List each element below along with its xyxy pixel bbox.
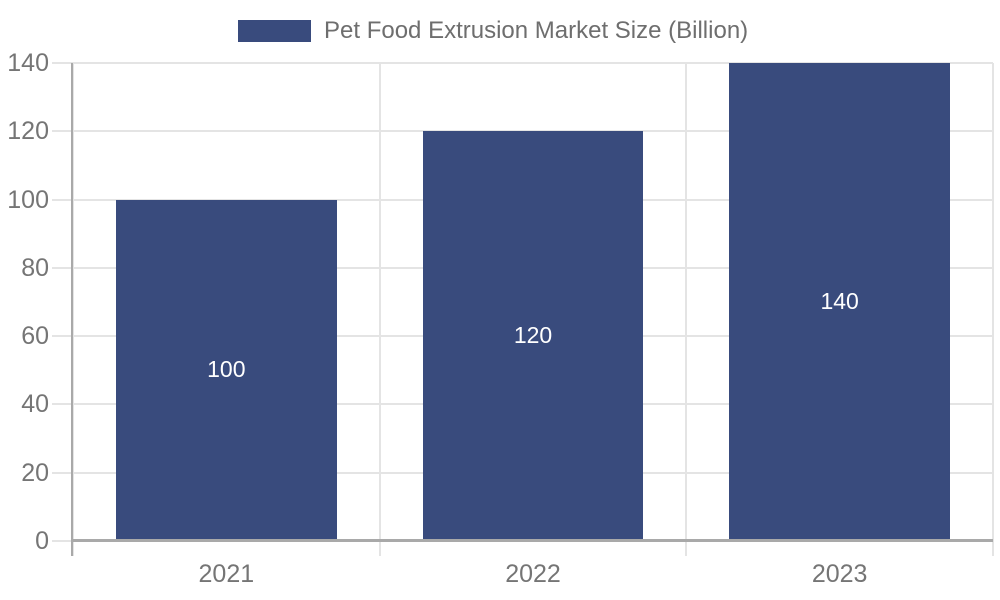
bar <box>729 63 951 539</box>
category-gridline <box>992 63 994 556</box>
category-gridline <box>685 63 688 556</box>
legend-swatch <box>238 20 311 42</box>
y-tick-label: 100 <box>7 185 49 214</box>
category-gridline <box>378 63 381 556</box>
bar-value-label: 100 <box>207 356 246 383</box>
y-tick-label: 140 <box>7 49 49 77</box>
y-tick-label: 120 <box>7 117 49 146</box>
y-tick-label: 40 <box>21 390 49 419</box>
x-tick-label: 2022 <box>505 560 561 588</box>
y-tick-label: 60 <box>21 322 49 351</box>
x-tick-label: 2023 <box>811 560 868 588</box>
bar-value-label: 120 <box>513 322 553 349</box>
bar <box>422 131 644 539</box>
y-tick-label: 0 <box>35 527 49 555</box>
y-axis-line <box>71 63 73 556</box>
x-tick-label: 2021 <box>198 560 255 588</box>
category-gridline <box>72 63 74 556</box>
y-tick-label: 80 <box>21 253 49 282</box>
legend-label: Pet Food Extrusion Market Size (Billion) <box>324 17 749 44</box>
bar-value-label: 140 <box>820 288 859 314</box>
y-gridline <box>52 62 993 64</box>
bar <box>115 199 337 539</box>
legend: Pet Food Extrusion Market Size (Billion) <box>238 19 748 43</box>
y-tick-label: 20 <box>21 458 49 487</box>
x-axis-line <box>73 539 993 542</box>
